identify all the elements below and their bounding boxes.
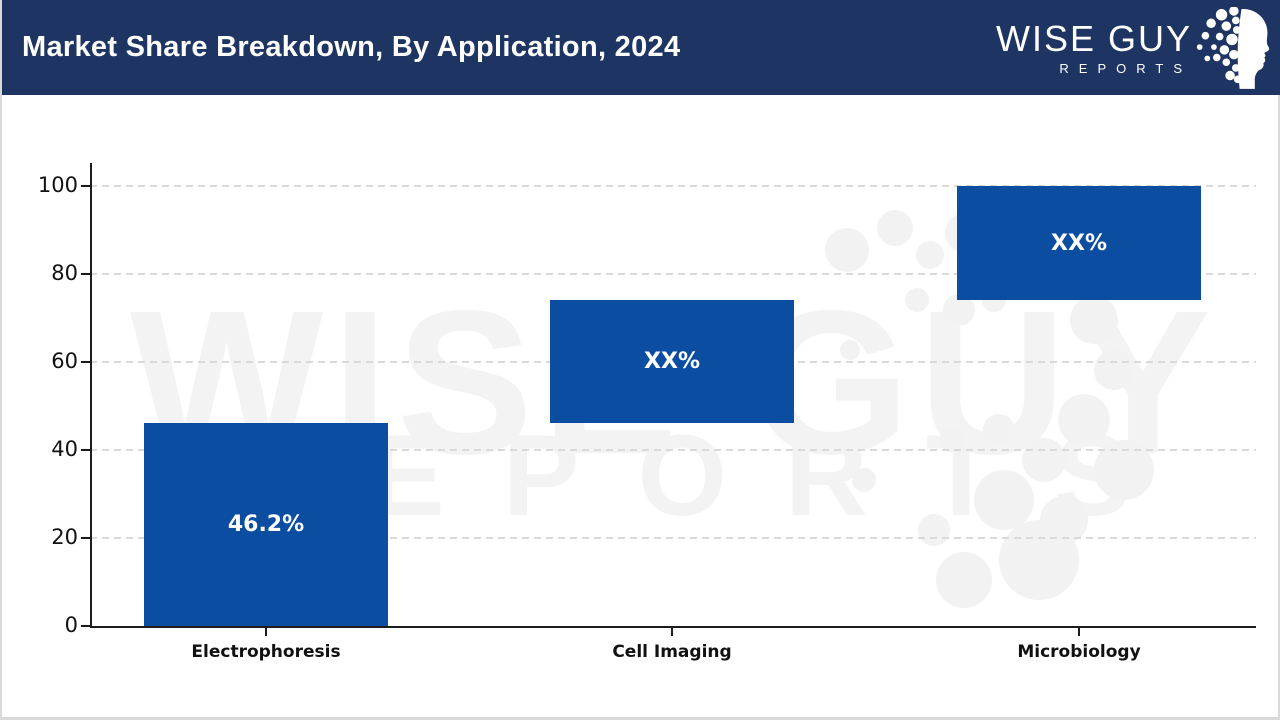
logo: WISE GUY REPORTS [995,7,1270,89]
bar-value-label: XX% [1051,230,1107,256]
watermark-dot [825,228,869,272]
bar: XX% [957,186,1201,301]
header-band: Market Share Breakdown, By Application, … [2,0,1280,95]
watermark-dot [1094,350,1134,390]
watermark-dot [940,428,964,452]
watermark-dot [1058,394,1110,446]
y-tick-mark [81,185,90,187]
y-tick-mark [81,361,90,363]
watermark-dot [905,288,929,312]
bar: XX% [550,300,794,423]
x-tick-mark [671,628,673,636]
chart-area: WISE GUY REPORTS 0 20 40 60 80 100 46.2% Electr… [2,95,1280,717]
logo-face-icon [1196,7,1270,89]
watermark-dot [852,468,876,492]
y-tick-label: 20 [51,525,78,549]
gridline [90,537,1256,539]
x-axis-line [90,626,1256,628]
y-tick-label: 60 [51,349,78,373]
logo-subtitle: REPORTS [1059,60,1192,76]
x-category-label: Cell Imaging [612,642,732,662]
watermark-dot [983,414,1015,446]
watermark-dot [840,340,860,360]
watermark-dot [974,470,1034,530]
watermark-dot [918,514,950,546]
y-tick-mark [81,625,90,627]
watermark-dot [1022,438,1066,482]
y-tick-mark [81,537,90,539]
y-tick-label: 100 [37,173,78,197]
x-category-label: Microbiology [1017,642,1141,662]
watermark-dot [916,241,944,269]
y-tick-mark [81,273,90,275]
watermark-dot [1070,296,1118,344]
x-tick-mark [265,628,267,636]
y-tick-mark [81,449,90,451]
y-axis-line [90,163,92,628]
gridline [90,185,1256,187]
page-title: Market Share Breakdown, By Application, … [22,31,681,63]
y-tick-label: 40 [51,437,78,461]
bar-value-label: XX% [644,349,700,375]
watermark-dot [936,552,992,608]
logo-wordmark: WISE GUY [995,17,1192,59]
x-category-label: Electrophoresis [191,642,341,662]
y-tick-label: 0 [64,613,78,637]
watermark-dot [877,210,913,246]
watermark-dot [999,520,1079,600]
x-tick-mark [1078,628,1080,636]
bar: 46.2% [144,422,388,626]
gridline [90,273,1256,275]
bar-value-label: 46.2% [227,511,305,537]
logo-text: WISE GUY REPORTS [995,17,1192,76]
y-tick-label: 80 [51,261,78,285]
gridline [90,449,1256,451]
